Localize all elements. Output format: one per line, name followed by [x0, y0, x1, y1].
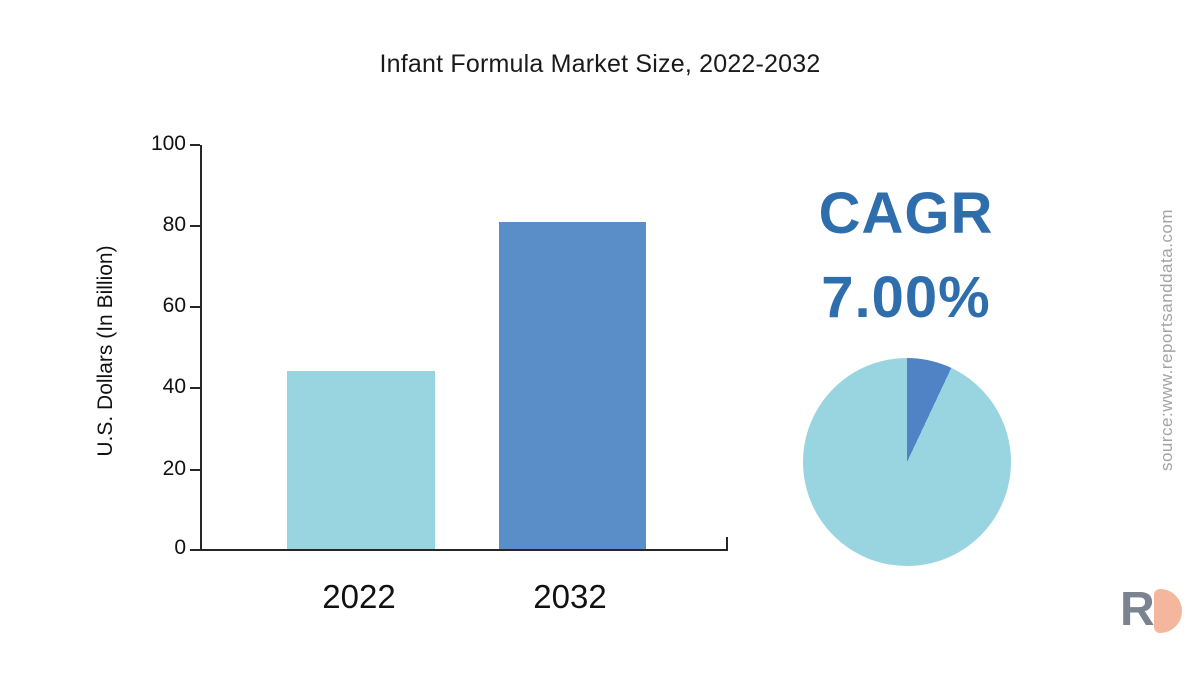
y-tick-40 [190, 387, 200, 389]
y-tick-label-20: 20 [162, 457, 186, 480]
x-category-label-2022: 2022 [322, 578, 396, 615]
x-category-label-2032: 2032 [533, 578, 607, 615]
logo-d-shape [1153, 589, 1182, 633]
reports-and-data-logo: R [1120, 583, 1182, 636]
logo-letter-r: R [1120, 583, 1155, 636]
source-attribution: source:www.reportsanddata.com [1157, 208, 1176, 472]
cagr-label: CAGR [818, 181, 994, 246]
cagr-value: 7.00% [821, 265, 991, 330]
chart-title: Infant Formula Market Size, 2022-2032 [379, 50, 821, 78]
bar-chart-plot-area: 100 80 60 40 20 0 [151, 132, 728, 559]
y-tick-label-60: 60 [162, 294, 186, 317]
cagr-pie-chart [803, 358, 1011, 566]
y-tick-label-80: 80 [162, 213, 186, 236]
bar-2032 [499, 222, 646, 549]
y-tick-100 [190, 144, 200, 146]
y-tick-label-0: 0 [174, 536, 186, 559]
y-tick-60 [190, 306, 200, 308]
cagr-block: CAGR 7.00% [770, 172, 1042, 340]
y-tick-label-40: 40 [162, 375, 186, 398]
y-axis-title: U.S. Dollars (In Billion) [94, 245, 117, 457]
bar-2022 [287, 371, 435, 549]
y-tick-20 [190, 469, 200, 471]
y-tick-label-100: 100 [150, 132, 186, 155]
x-axis-end-tick [726, 537, 728, 549]
y-tick-0 [190, 549, 200, 551]
y-tick-80 [190, 225, 200, 227]
